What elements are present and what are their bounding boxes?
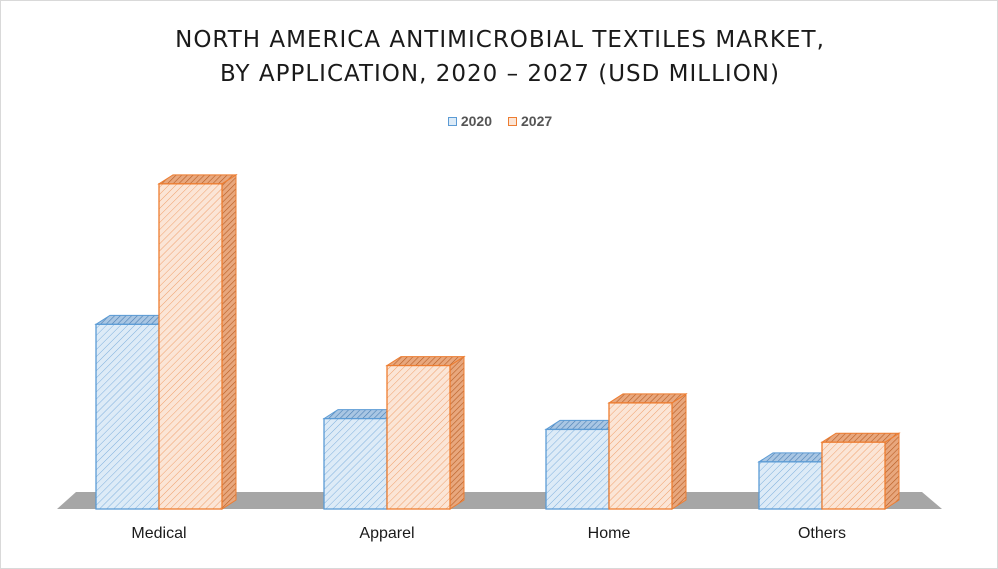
bar-top-face [385, 356, 466, 367]
bar-side-face [884, 432, 900, 510]
legend-item-2027: 2027 [508, 113, 552, 129]
bar-side-face [221, 173, 237, 510]
category-label-others: Others [798, 525, 846, 542]
legend-label-2020: 2020 [460, 113, 492, 129]
chart-title: NORTH AMERICA ANTIMICROBIAL TEXTILES MAR… [1, 23, 998, 91]
bar-apparel-2027 [385, 355, 466, 510]
category-label-apparel: Apparel [359, 525, 414, 542]
category-label-medical: Medical [131, 525, 186, 542]
bar-top-face [157, 174, 238, 185]
bar-front-face [545, 428, 610, 510]
legend-swatch-2027 [508, 116, 517, 126]
category-label-home: Home [588, 525, 631, 542]
legend-label-2027: 2027 [521, 113, 553, 129]
chart-title-line-2: BY APPLICATION, 2020 – 2027 (USD MILLION… [220, 61, 780, 87]
bar-side-face [449, 355, 465, 510]
bar-home-2027 [607, 392, 688, 510]
bar-medical-2027 [157, 173, 238, 510]
legend-item-2020: 2020 [447, 113, 492, 129]
legend-swatch-2020 [447, 116, 457, 126]
bar-front-face [158, 183, 223, 510]
chart-legend: 2020 2027 [1, 113, 998, 129]
chart-floor [57, 492, 942, 509]
bar-others-2027 [820, 432, 901, 510]
bar-front-face [758, 461, 823, 510]
bar-front-face [95, 323, 160, 510]
bar-front-face [323, 417, 388, 510]
bar-front-face [608, 402, 673, 510]
bar-side-face [671, 392, 687, 510]
bar-top-face [607, 393, 688, 404]
bar-front-face [386, 364, 451, 510]
bar-top-face [820, 432, 901, 443]
chart-title-line-1: NORTH AMERICA ANTIMICROBIAL TEXTILES MAR… [175, 27, 825, 53]
bar-front-face [821, 441, 886, 510]
